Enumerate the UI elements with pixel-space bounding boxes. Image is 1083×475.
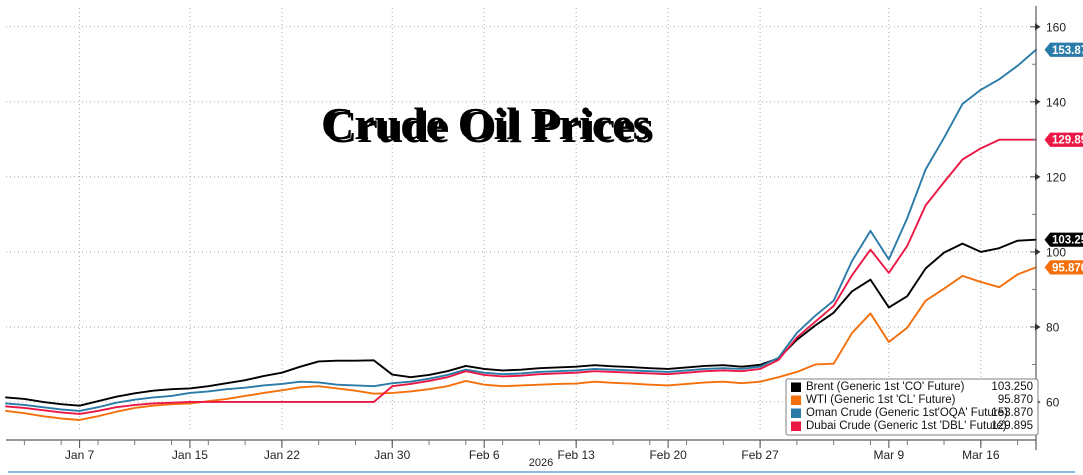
y-axis: 60 80 100 120 140 160 [1030,6,1066,450]
x-tick-label: Mar 16 [962,448,1000,462]
series-line-brent [5,238,1037,407]
x-tick-label: Feb 6 [469,448,500,462]
price-flag-value: 153.870 [1052,45,1083,57]
series-line-wti [5,266,1037,421]
series-line-oman-crude [5,48,1037,412]
price-flag [1043,41,1083,58]
y-tick-label: 80 [1046,320,1060,334]
y-tick-label: 120 [1046,170,1066,184]
price-flag-value: 129.895 [1052,135,1083,147]
legend-label: Brent (Generic 1st 'CO' Future) [806,381,965,393]
legend-swatch [791,382,801,392]
x-tick-label: Jan 15 [172,448,208,462]
price-flag-value: 95.870 [1052,262,1083,274]
legend-value: 129.895 [991,420,1033,432]
price-flags: 103.250 95.870 153.870 129.895 [1043,41,1083,276]
price-flag-value: 103.250 [1052,235,1083,247]
legend-swatch [791,395,801,405]
y-tick-label: 100 [1046,245,1066,259]
y-tick-arrow [1035,173,1041,181]
x-tick-label: Jan 30 [374,448,410,462]
x-tick-label: Feb 20 [649,448,687,462]
price-flag [1043,231,1083,248]
chart-title: Crude Oil Prices [321,98,651,149]
x-tick-label: Feb 27 [741,448,779,462]
price-flag [1043,131,1083,148]
y-tick-arrow [1035,98,1041,106]
legend-value: 103.250 [991,381,1033,393]
chart-legend: Brent (Generic 1st 'CO' Future) 103.250 WT… [785,378,1039,436]
price-flag [1043,259,1083,276]
legend-swatch [791,408,801,418]
y-tick-arrow [1035,323,1041,331]
x-tick-label: Feb 13 [557,448,595,462]
x-tick-label: Jan 7 [65,448,95,462]
y-tick-arrow [1035,23,1041,31]
gridlines [6,8,1036,432]
legend-label: Dubai Crude (Generic 1st 'DBL' Future) [806,420,1007,432]
y-tick-label: 140 [1046,95,1066,109]
y-tick-label: 60 [1046,395,1060,409]
legend-label: Oman Crude (Generic 1st'OQA' Future) [806,407,1008,419]
x-tick-label: Mar 9 [874,448,905,462]
chart-title-shadow: Crude Oil Prices [324,101,654,152]
x-axis: Jan 7 Jan 15 Jan 22 Jan 30 Feb 6 Feb 13 Feb 20… [6,439,1036,462]
legend-swatch [791,421,801,431]
y-tick-label: 160 [1046,20,1066,34]
legend-label: WTI (Generic 1st 'CL' Future) [806,394,956,406]
legend-value: 153.870 [991,407,1033,419]
legend-value: 95.870 [998,394,1033,406]
series-lines [5,48,1037,421]
axis-year-label: 2026 [529,457,553,469]
x-tick-label: Jan 22 [264,448,300,462]
y-tick-arrow [1035,248,1041,256]
series-line-dubai-crude [5,138,1037,415]
